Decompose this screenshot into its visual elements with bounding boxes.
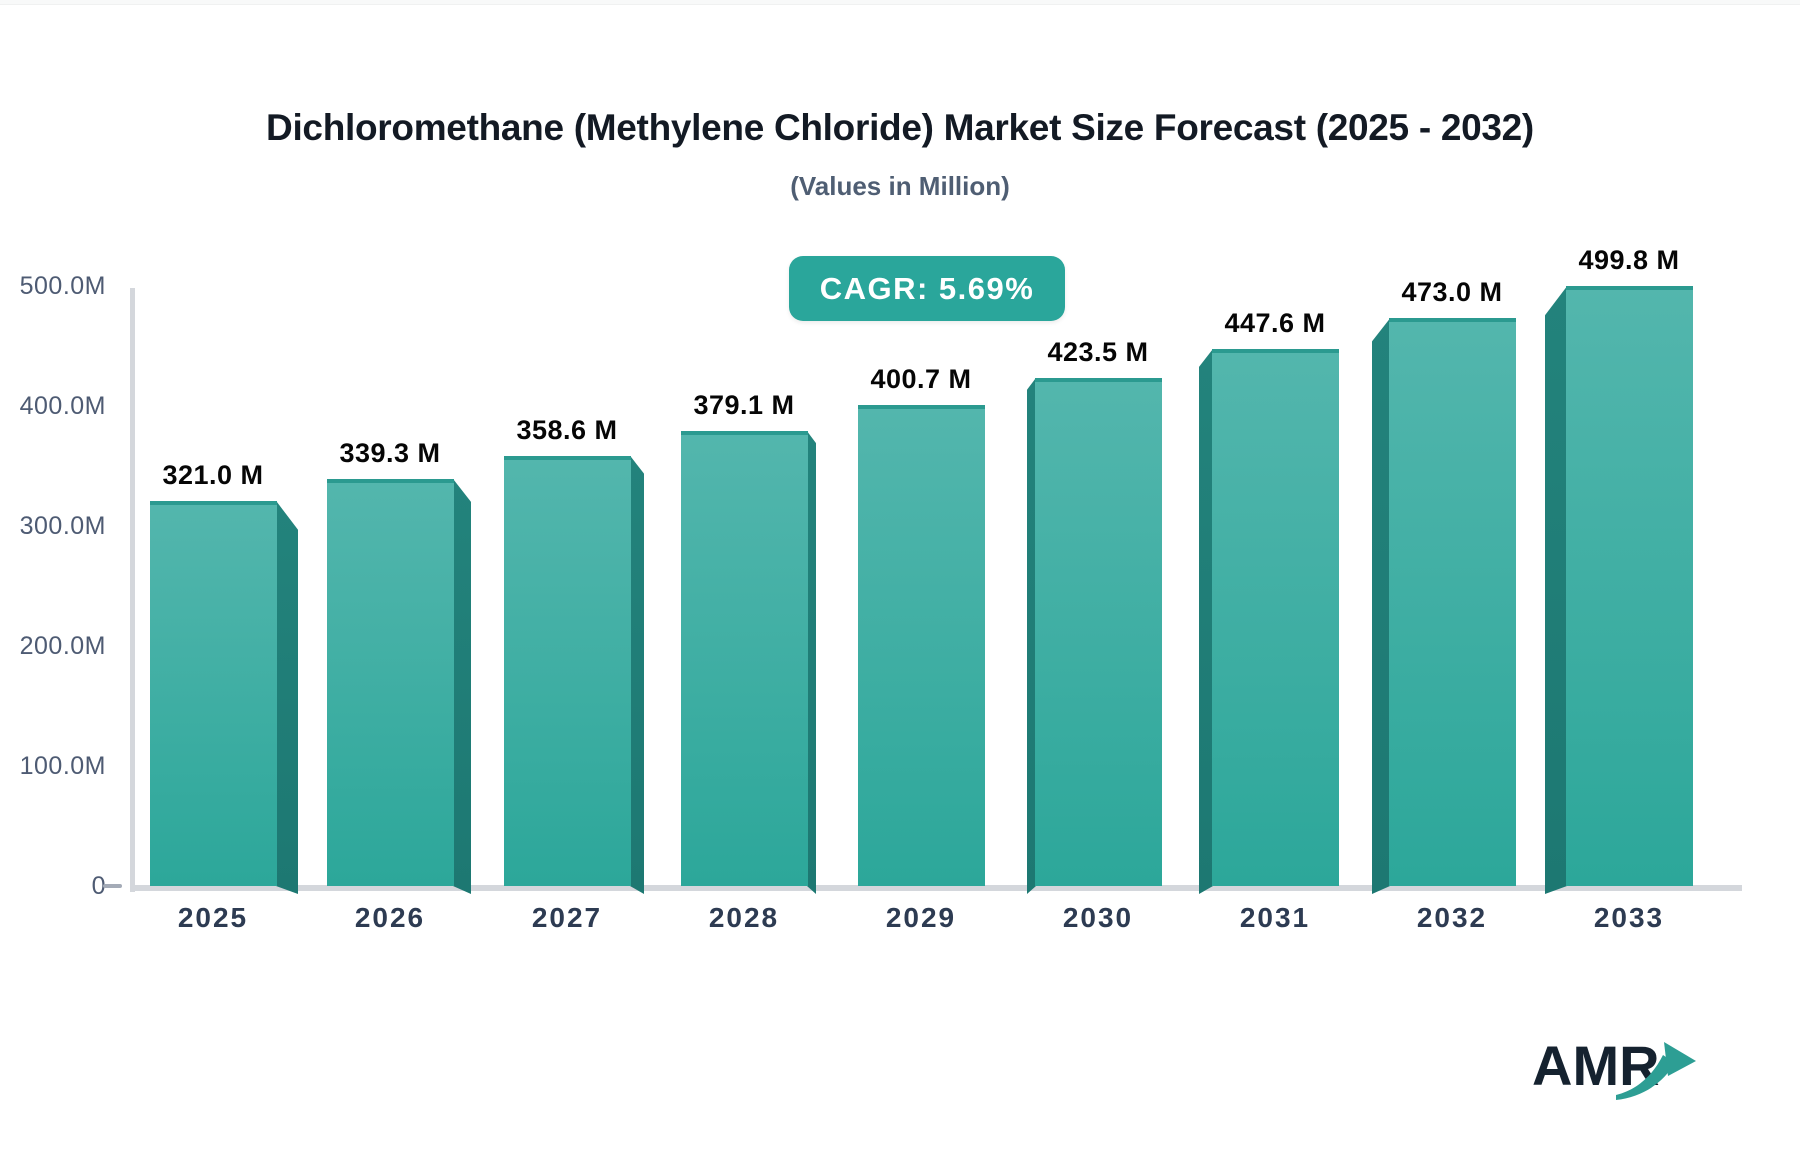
bar <box>1389 318 1516 886</box>
bar-side-face <box>276 501 298 894</box>
bar <box>327 478 454 886</box>
bar-value-label: 499.8 M <box>1578 245 1680 276</box>
chart-subtitle: (Values in Million) <box>790 171 1010 201</box>
y-axis-tick-label: 0 <box>91 872 106 900</box>
chart-title: Dichloromethane (Methylene Chloride) Mar… <box>266 107 1534 148</box>
bar-value-label: 473.0 M <box>1401 277 1503 308</box>
y-axis-tick-label: 500.0M <box>19 272 106 300</box>
bar-side-face <box>807 431 816 894</box>
bar-value-label: 379.1 M <box>693 390 795 421</box>
bar <box>1035 377 1162 886</box>
bar <box>858 405 985 886</box>
page-top-edge <box>0 0 1800 5</box>
bar-side-face <box>1372 318 1390 894</box>
bar-value-label: 423.5 M <box>1047 336 1149 367</box>
bar-value-label: 358.6 M <box>516 414 618 445</box>
x-axis-tick-label: 2028 <box>708 902 780 933</box>
y-axis-tick-label: 200.0M <box>19 632 106 660</box>
bar-side-face <box>630 456 644 894</box>
x-axis-tick-label: 2031 <box>1239 902 1311 933</box>
x-axis-tick-label: 2032 <box>1416 902 1488 933</box>
x-axis-tick-label: 2029 <box>885 902 957 933</box>
bar-side-face <box>1199 349 1213 894</box>
cagr-badge: CAGR: 5.69% <box>789 256 1065 321</box>
y-axis-tick-label: 100.0M <box>19 752 106 780</box>
bar-value-label: 400.7 M <box>870 364 972 395</box>
x-axis-tick-label: 2030 <box>1062 902 1134 933</box>
x-axis-tick-label: 2025 <box>177 902 249 933</box>
bar <box>504 455 631 886</box>
x-axis-tick-label: 2027 <box>531 902 603 933</box>
amr-logo: AMR <box>1532 1030 1772 1120</box>
y-axis-tick-label: 400.0M <box>19 392 106 420</box>
x-axis-tick-label: 2026 <box>354 902 426 933</box>
bar <box>150 500 277 886</box>
y-axis-tick-label: 300.0M <box>19 512 106 540</box>
bar-side-face <box>453 479 471 894</box>
bar <box>1566 286 1693 886</box>
bar-value-label: 447.6 M <box>1224 307 1326 338</box>
bar <box>1212 348 1339 886</box>
x-axis-tick-label: 2033 <box>1593 902 1665 933</box>
zero-tick-mark <box>103 884 122 888</box>
x-axis-line <box>130 885 1742 891</box>
bar-side-face <box>1545 286 1567 894</box>
bar <box>681 431 808 886</box>
y-axis-line <box>130 288 135 892</box>
bar-side-face <box>1027 378 1036 894</box>
bar-value-label: 339.3 M <box>339 437 441 468</box>
bar-value-label: 321.0 M <box>162 459 264 490</box>
growth-arrow-icon <box>1616 1042 1696 1100</box>
